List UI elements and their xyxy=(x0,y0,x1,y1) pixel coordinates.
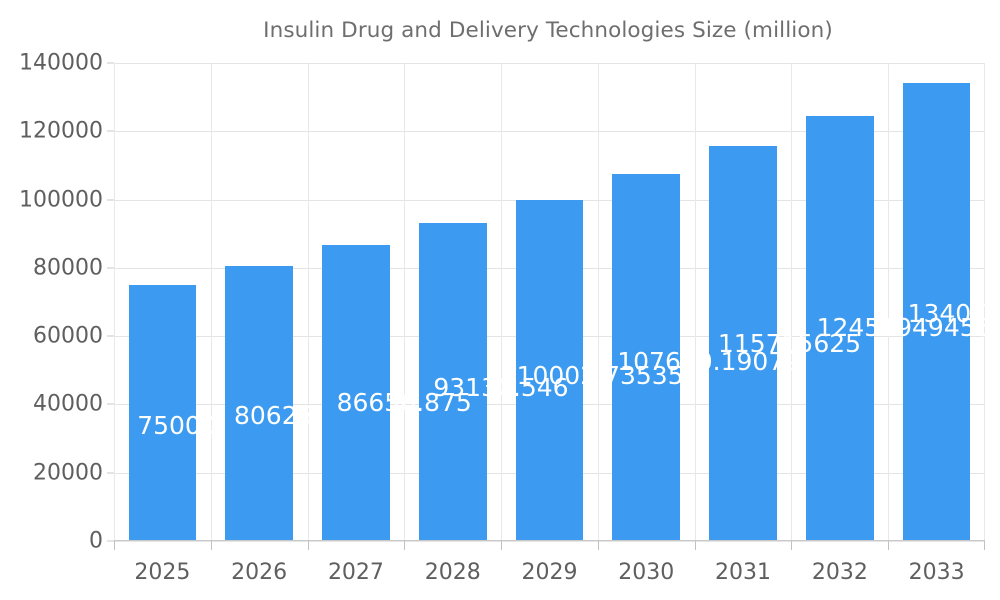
y-axis-tick-label: 120000 xyxy=(19,118,103,144)
bar-value-label: 115715625 xyxy=(717,329,862,358)
x-axis-tick-mark xyxy=(501,541,503,550)
bar-value-label: 134074764.6406 xyxy=(907,299,985,328)
legend-item[interactable]: Insulin Drug and Delivery Technologies S… xyxy=(167,16,833,44)
bar-value-label: 93130.546 xyxy=(433,373,569,402)
x-axis-tick-label: 2032 xyxy=(811,560,868,585)
y-axis-tick-label: 80000 xyxy=(33,255,103,281)
bar[interactable] xyxy=(418,222,487,541)
y-axis-tick-mark xyxy=(107,62,114,64)
x-axis-tick-label: 2026 xyxy=(231,560,288,585)
y-axis-tick-mark xyxy=(107,130,114,132)
gridline-horizontal xyxy=(114,131,985,133)
bar-value-label: 107600.19079 xyxy=(617,347,801,376)
bar-value-label: 86656.875 xyxy=(336,388,472,417)
chart-legend: Insulin Drug and Delivery Technologies S… xyxy=(0,10,1000,50)
gridline-vertical xyxy=(694,63,696,541)
x-axis-tick-label: 2029 xyxy=(521,560,578,585)
gridline-vertical xyxy=(888,63,890,541)
x-axis-tick-mark xyxy=(114,541,115,550)
gridline-vertical xyxy=(210,63,212,541)
x-axis-tick-mark xyxy=(694,541,696,550)
legend-label: Insulin Drug and Delivery Technologies S… xyxy=(263,17,833,43)
x-axis-tick-label: 2025 xyxy=(134,560,191,585)
legend-color-swatch xyxy=(167,16,249,44)
bar-value-label: 80625 xyxy=(234,401,314,430)
x-axis-tick-label: 2031 xyxy=(715,560,772,585)
gridline-vertical xyxy=(501,63,503,541)
y-axis-tick-label: 20000 xyxy=(33,460,103,486)
x-axis-tick-label: 2033 xyxy=(908,560,965,585)
y-axis-tick-mark xyxy=(107,540,114,542)
x-axis-tick-mark xyxy=(984,541,985,550)
x-axis-tick-mark xyxy=(404,541,406,550)
x-axis-tick-label: 2028 xyxy=(424,560,481,585)
y-axis-tick-label: 40000 xyxy=(33,391,103,417)
bar[interactable] xyxy=(225,265,294,541)
x-axis-tick-mark xyxy=(307,541,309,550)
gridline-horizontal xyxy=(114,63,985,64)
gridline-vertical xyxy=(114,63,115,541)
bar[interactable] xyxy=(612,173,681,541)
y-axis-tick-label: 100000 xyxy=(19,187,103,213)
bar[interactable] xyxy=(515,199,584,541)
x-axis-line xyxy=(114,540,985,541)
y-axis-tick-mark xyxy=(107,403,114,405)
plot-area: 0 20000 40000 60000 80000 100000 120000 140000 … xyxy=(19,51,985,585)
y-axis-tick-mark xyxy=(107,335,114,337)
x-axis-tick-mark xyxy=(597,541,599,550)
gridline-horizontal xyxy=(114,541,985,542)
bar[interactable] xyxy=(128,284,197,541)
x-axis-tick-mark xyxy=(888,541,890,550)
gridline-vertical xyxy=(791,63,793,541)
bar[interactable] xyxy=(709,145,777,541)
y-axis-tick-mark xyxy=(107,199,114,201)
gridline-vertical xyxy=(404,63,406,541)
y-axis-tick-label: 0 xyxy=(89,528,103,554)
x-axis-tick-mark xyxy=(210,541,212,550)
x-axis-tick-mark xyxy=(791,541,793,550)
gridline-vertical xyxy=(984,63,985,541)
y-axis-tick-label: 60000 xyxy=(33,323,103,349)
bar-value-label: 12451949455 xyxy=(816,313,985,342)
y-axis-tick-mark xyxy=(107,267,114,269)
y-axis-tick-mark xyxy=(107,472,114,474)
x-axis-tick-label: 2030 xyxy=(618,560,675,585)
bar-value-label: 75000 xyxy=(137,411,217,440)
bar-labels-group: 75000 80625 86656.875 93130.546 10002.73535 1… xyxy=(114,63,985,541)
bar-value-label: 10002.73535 xyxy=(516,361,684,390)
y-axis-tick-label: 140000 xyxy=(19,50,103,76)
bar[interactable] xyxy=(322,245,390,541)
gridline-vertical xyxy=(307,63,309,541)
bar[interactable] xyxy=(805,115,874,541)
gridline-vertical xyxy=(597,63,599,541)
bar[interactable] xyxy=(902,83,971,541)
x-axis-tick-label: 2027 xyxy=(327,560,384,585)
